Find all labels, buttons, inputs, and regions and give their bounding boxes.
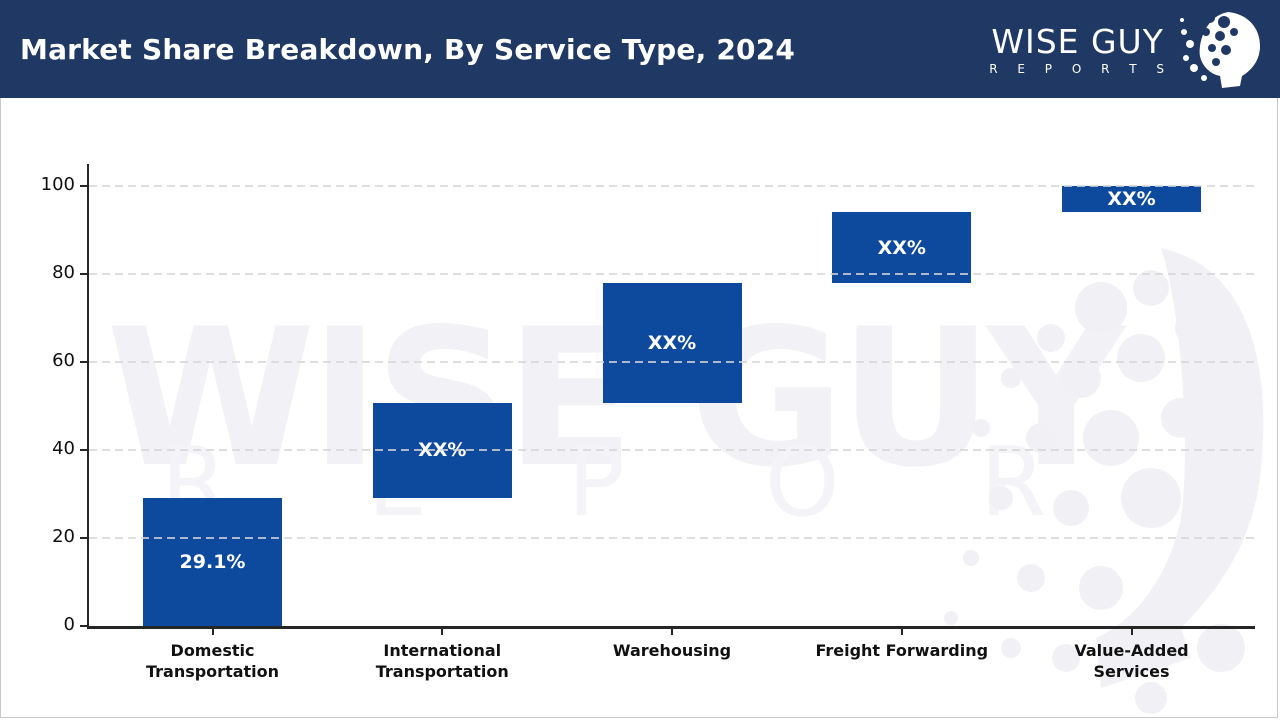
brand-logo: WISE GUY R E P O R T S [983,8,1262,90]
y-axis-label: 20 [52,526,75,547]
y-axis-tick [80,449,87,451]
y-axis-label: 40 [52,438,75,459]
bar-value-label: 29.1% [179,550,246,573]
x-axis-tick [671,629,673,635]
logo-head-icon [1180,12,1260,88]
y-axis-tick [80,273,87,275]
bar-value-label: XX% [877,236,926,259]
x-axis-tick [900,629,903,635]
logo-wordmark-main: WISE GUY [991,22,1164,61]
y-axis-label: 100 [40,174,75,195]
y-axis-tick [80,361,87,363]
y-axis-spine [87,164,89,628]
y-axis-tick [80,537,87,539]
bar: XX% [602,282,742,403]
x-axis-tick [441,629,444,635]
logo-wordmark-sub: R E P O R T S [989,62,1172,76]
x-axis-category-label: Warehousing [612,641,732,660]
bar-value-label: XX% [647,331,697,354]
gridline [89,361,1255,363]
gridline [89,185,1255,187]
y-axis-label: 0 [63,614,75,635]
x-axis-tick [211,629,214,635]
header: Market Share Breakdown, By Service Type,… [0,0,1280,98]
x-axis-category-label: Domestic Transportation [145,641,280,681]
page-title: Market Share Breakdown, By Service Type,… [20,32,796,66]
gridline [89,537,1255,539]
plot: 0 20 40 60 80 100 29.1% Domestic Transportation… [1,98,1277,717]
x-axis-spine [87,626,1255,629]
x-axis-category-label: International Transportation [375,641,509,681]
x-axis-category-label: Value-Added Services [1074,641,1189,681]
gridline [89,449,1255,451]
x-axis-category-label: Freight Forwarding [815,641,989,660]
bar: XX% [1062,186,1201,213]
y-axis-label: 80 [52,262,75,283]
bar: XX% [832,212,972,283]
watermark-head-graphic [944,248,1264,714]
x-axis-tick [1130,629,1133,635]
y-axis-tick [80,625,87,627]
y-axis-tick [80,185,87,187]
logo-wordmark: WISE GUY R E P O R T S [983,22,1172,76]
y-axis-label: 60 [52,350,75,371]
gridline [89,273,1255,275]
bar-value-label: XX% [1107,188,1156,211]
bar: 29.1% [143,497,282,626]
chart-area: WISE GUY R E P O R T S 02040608010029.1%… [0,98,1280,718]
